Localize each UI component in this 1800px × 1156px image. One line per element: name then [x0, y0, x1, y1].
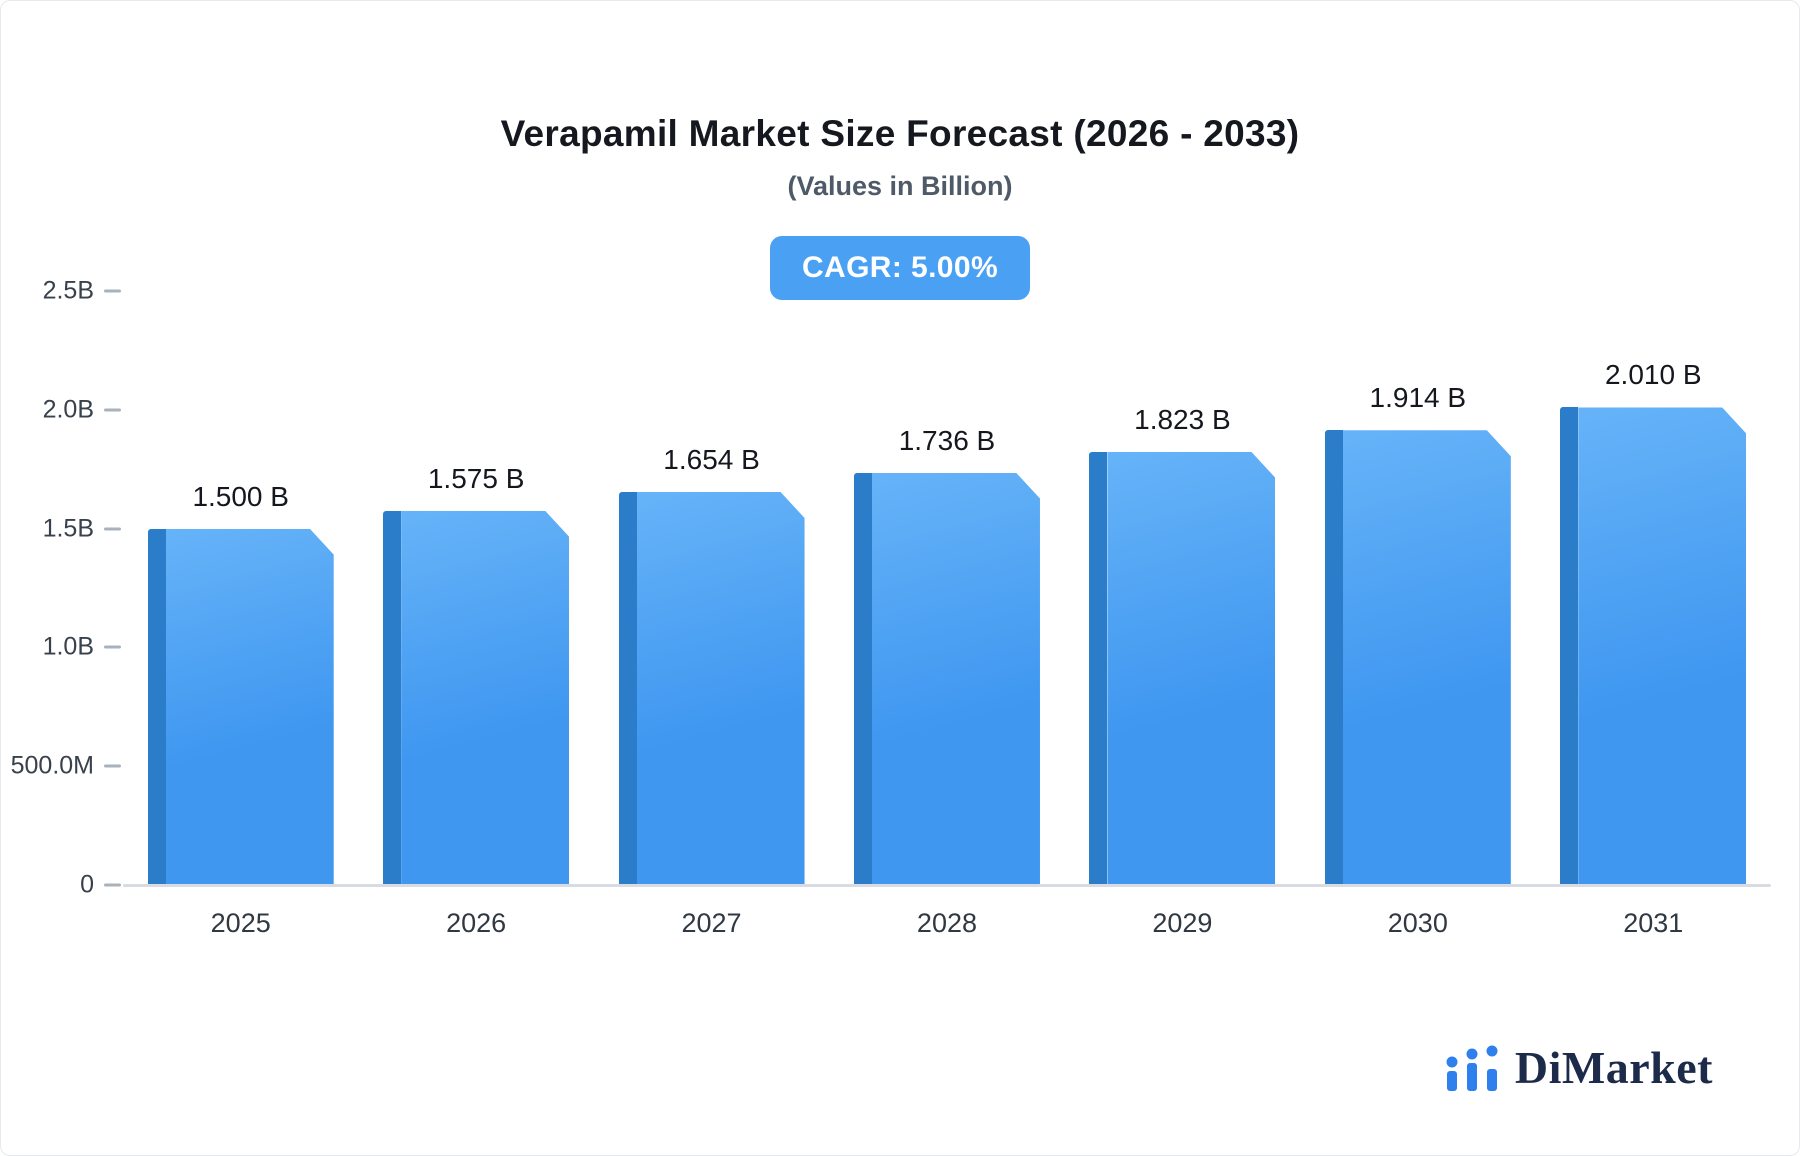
bar-side-face [147, 528, 166, 885]
x-axis-label: 2030 [1387, 908, 1448, 938]
bar-slot: 1.914 B 2030 [1300, 291, 1535, 938]
bar-slot: 1.575 B 2026 [358, 291, 593, 938]
y-axis-tick: 1.5B [43, 514, 123, 543]
bar-value-label: 1.736 B [898, 424, 996, 456]
bar-front-face [166, 529, 334, 885]
bar-value-label: 1.575 B [427, 462, 525, 494]
x-axis-label: 2029 [1152, 908, 1213, 938]
x-axis-label: 2031 [1623, 908, 1684, 938]
y-axis-tick: 0 [80, 871, 123, 900]
bar-2030 [1324, 430, 1511, 885]
y-tick-mark [104, 764, 121, 768]
bar-side-face [1324, 430, 1343, 885]
brand-name: DiMarket [1514, 1042, 1713, 1093]
bar-2031 [1560, 407, 1746, 885]
y-tick-label: 1.5B [42, 514, 94, 543]
x-axis-line [123, 884, 1771, 887]
bar-value-label: 1.823 B [1134, 403, 1231, 435]
bar-front-face [1343, 430, 1511, 885]
y-tick-mark [104, 289, 121, 293]
plot-area: 1.500 B 2025 1.575 B 2026 1.654 B 2027 1.736 B… [123, 291, 1771, 938]
x-axis-label: 2028 [916, 908, 978, 938]
x-axis-label: 2025 [210, 908, 271, 938]
brand-logo: DiMarket [1445, 1041, 1713, 1094]
bar-2026 [383, 510, 569, 885]
y-axis-tick: 500.0M [11, 752, 123, 781]
chart-subtitle: (Values in Billion) [787, 171, 1013, 201]
y-tick-label: 2.5B [42, 276, 94, 305]
chart-header: Verapamil Market Size Forecast (2026 - 2… [1, 1, 1799, 300]
bar-front-face [637, 492, 805, 885]
y-tick-mark [104, 408, 121, 412]
bar-side-face [383, 510, 402, 885]
bar-chart-icon [1446, 1045, 1498, 1091]
bar-side-face [1089, 451, 1108, 885]
bar-value-label: 1.654 B [663, 444, 760, 476]
y-axis-tick: 2.0B [43, 395, 123, 424]
bar-slot: 1.823 B 2029 [1065, 291, 1300, 938]
bar-slot: 2.010 B 2031 [1536, 291, 1771, 938]
y-tick-label: 1.0B [42, 632, 94, 661]
y-tick-mark [104, 527, 121, 531]
bar-slot: 1.654 B 2027 [594, 291, 829, 938]
bars-container: 1.500 B 2025 1.575 B 2026 1.654 B 2027 1.736 B… [123, 291, 1771, 938]
bar-front-face [401, 511, 569, 885]
bar-value-label: 1.914 B [1369, 382, 1467, 414]
y-axis-tick: 1.0B [43, 633, 123, 662]
y-axis: 2.5B 2.0B 1.5B 1.0B 500.0M 0 [1, 277, 123, 899]
y-tick-mark [104, 883, 121, 887]
x-axis-label: 2026 [446, 908, 507, 938]
y-tick-label: 500.0M [10, 751, 94, 780]
y-tick-mark [104, 645, 121, 649]
y-tick-label: 0 [80, 870, 94, 899]
bar-2027 [618, 492, 805, 885]
bar-front-face [1107, 452, 1275, 885]
bar-2029 [1089, 451, 1275, 885]
bar-slot: 1.500 B 2025 [123, 291, 358, 938]
bar-front-face [1578, 407, 1746, 885]
x-axis-label: 2027 [681, 908, 742, 938]
y-axis-tick: 2.5B [43, 277, 123, 306]
bar-side-face [1560, 407, 1579, 885]
bar-2025 [147, 528, 334, 885]
cagr-badge: CAGR: 5.00% [769, 236, 1031, 300]
y-tick-label: 2.0B [42, 395, 94, 424]
bar-value-label: 1.500 B [192, 480, 289, 512]
bar-side-face [853, 472, 872, 885]
bar-2028 [853, 472, 1040, 885]
bar-side-face [618, 492, 637, 885]
chart-title: Verapamil Market Size Forecast (2026 - 2… [500, 113, 1300, 154]
bar-value-label: 2.010 B [1604, 359, 1702, 391]
bar-front-face [872, 473, 1040, 885]
bar-slot: 1.736 B 2028 [829, 291, 1064, 938]
